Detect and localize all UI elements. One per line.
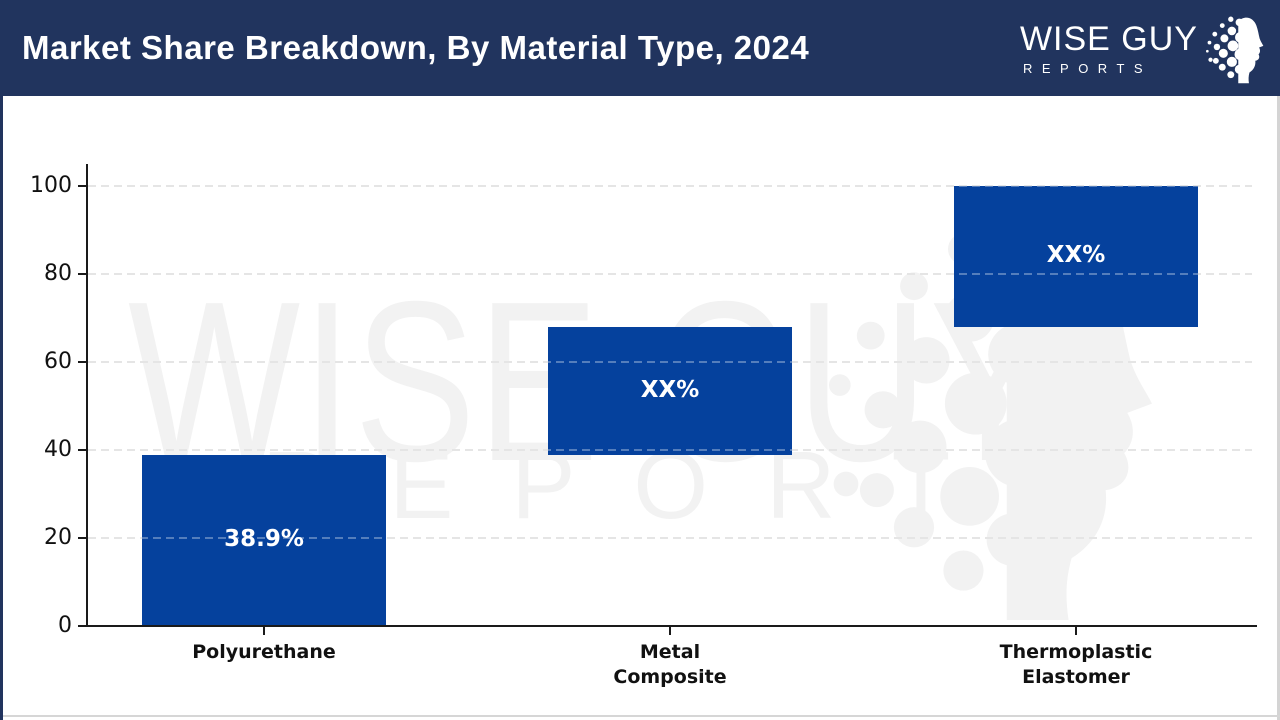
x-tick-mark: [669, 627, 671, 635]
logo-reports-text: REPORTS: [1022, 60, 1153, 76]
y-gridline-overlay: [88, 537, 1252, 539]
page-title: Market Share Breakdown, By Material Type…: [22, 29, 810, 66]
y-tick-label: 0: [58, 613, 72, 638]
y-tick-label: 60: [44, 349, 72, 374]
y-tick-label: 40: [44, 437, 72, 462]
bar: [142, 454, 386, 626]
y-tick-mark: [78, 273, 86, 275]
axis-x: [86, 625, 1257, 627]
y-tick-mark: [78, 449, 86, 451]
bar-value-label: 38.9%: [224, 526, 304, 553]
x-tick-mark: [1075, 627, 1077, 635]
logo-wiseguy-text: WISE GUY: [1019, 19, 1198, 58]
y-tick-label: 100: [30, 173, 72, 198]
bottom-border: [0, 715, 1280, 717]
header-bar: Market Share Breakdown, By Material Type…: [0, 0, 1280, 96]
y-gridline: [88, 185, 1252, 187]
left-border: [0, 0, 3, 720]
y-tick-mark: [78, 361, 86, 363]
x-tick-mark: [263, 627, 265, 635]
y-gridline: [88, 537, 1252, 539]
axis-y: [86, 164, 88, 626]
y-gridline-overlay: [88, 185, 1252, 187]
bar: [548, 326, 792, 455]
logo-dotted-head-icon: [1202, 11, 1266, 85]
x-category-label: Thermoplastic Elastomer: [999, 641, 1153, 688]
x-category-label: Metal Composite: [613, 641, 727, 688]
y-gridline-overlay: [88, 361, 1252, 363]
y-gridline: [88, 273, 1252, 275]
wise-guy-reports-logo: WISE GUY REPORTS: [1020, 11, 1280, 85]
y-gridline-overlay: [88, 449, 1252, 451]
y-tick-mark: [78, 625, 86, 627]
bar-value-label: XX%: [640, 376, 700, 403]
right-border: [1277, 0, 1280, 720]
y-tick-label: 80: [44, 261, 72, 286]
bar-value-label: XX%: [1046, 242, 1106, 269]
y-tick-label: 20: [44, 525, 72, 550]
x-category-label: Polyurethane: [192, 641, 336, 663]
y-tick-mark: [78, 537, 86, 539]
y-tick-mark: [78, 185, 86, 187]
y-gridline-overlay: [88, 273, 1252, 275]
